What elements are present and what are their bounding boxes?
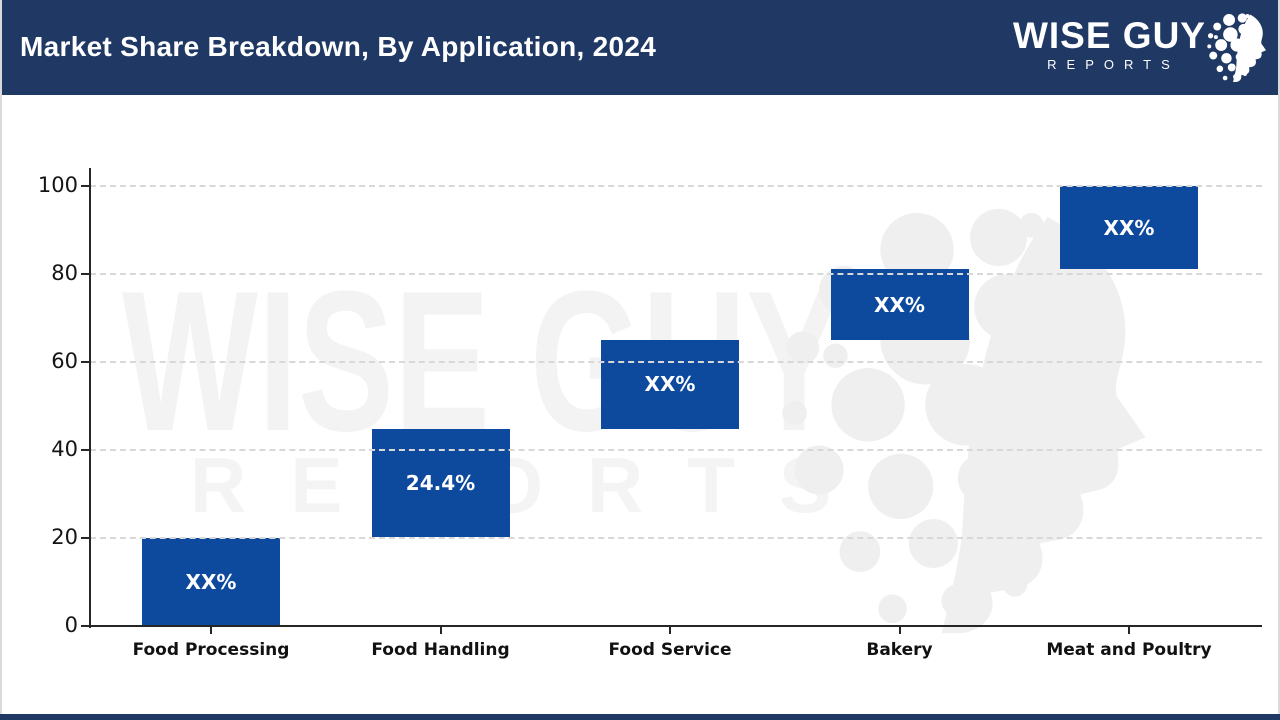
y-tick-label-100: 100 xyxy=(37,173,78,197)
x-category-label-4: Meat and Poultry xyxy=(1046,640,1212,660)
gridline-20 xyxy=(90,537,1262,539)
y-tick-label-80: 80 xyxy=(51,261,78,285)
bar-value-label: XX% xyxy=(874,292,925,317)
y-tick-mark-100 xyxy=(81,185,90,187)
x-tick-mark-4 xyxy=(1128,627,1130,634)
y-tick-mark-0 xyxy=(81,625,90,627)
chart-title: Market Share Breakdown, By Application, … xyxy=(20,31,657,62)
y-tick-mark-60 xyxy=(81,361,90,363)
x-tick-mark-2 xyxy=(669,627,671,634)
y-tick-label-40: 40 xyxy=(51,437,78,461)
gridline-40 xyxy=(90,449,1262,451)
bar-meat-and-poultry: XX% xyxy=(1060,186,1198,270)
footer-bar xyxy=(0,714,1280,720)
bar-food-processing: XX% xyxy=(142,538,280,626)
x-tick-mark-3 xyxy=(898,627,901,634)
x-axis-line xyxy=(89,625,1262,627)
bar-bakery: XX% xyxy=(830,269,969,340)
bar-food-handling: 24.4% xyxy=(371,429,510,537)
gridline-100 xyxy=(90,185,1262,187)
wiseguy-logo: WISE GUY REPORTS xyxy=(1013,4,1272,92)
wiseguy-logo-text: WISE GUY REPORTS xyxy=(1013,17,1206,72)
bar-value-label: XX% xyxy=(644,372,696,397)
y-tick-mark-80 xyxy=(81,273,90,275)
gridline-60 xyxy=(90,361,1262,363)
y-axis-line xyxy=(89,168,91,628)
y-tick-label-60: 60 xyxy=(51,349,78,373)
y-tick-mark-20 xyxy=(81,537,90,539)
y-tick-mark-40 xyxy=(81,449,90,451)
gridline-80 xyxy=(90,273,1262,275)
bar-value-label: XX% xyxy=(185,570,237,594)
x-category-label-2: Food Service xyxy=(608,640,732,660)
x-category-label-3: Bakery xyxy=(866,640,933,660)
bar-value-label: XX% xyxy=(1103,215,1155,240)
x-category-label-1: Food Handling xyxy=(371,640,510,660)
header-bar: Market Share Breakdown, By Application, … xyxy=(0,0,1280,95)
wiseguy-head-logo-icon xyxy=(1207,13,1267,82)
logo-reports-label: REPORTS xyxy=(1047,57,1180,72)
bar-value-label: 24.4% xyxy=(405,470,476,495)
bar-food-service: XX% xyxy=(601,340,739,429)
logo-wiseguy-label: WISE GUY xyxy=(1012,15,1206,56)
y-tick-label-20: 20 xyxy=(51,525,78,549)
x-tick-mark-0 xyxy=(210,627,212,634)
y-tick-label-0: 0 xyxy=(64,613,78,637)
x-category-label-0: Food Processing xyxy=(132,640,290,660)
x-tick-mark-1 xyxy=(439,627,442,634)
